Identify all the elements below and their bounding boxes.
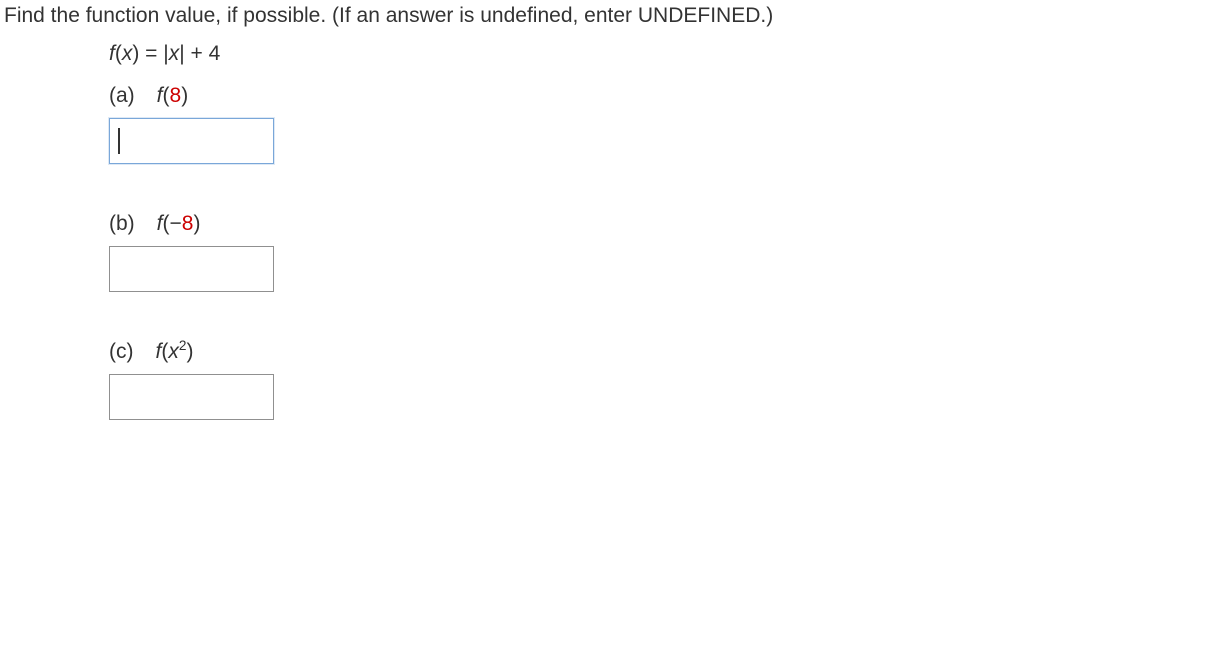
close-paren: )	[193, 212, 200, 235]
close-paren: )	[186, 340, 193, 363]
part-b-expression: f(−8)	[157, 212, 201, 236]
text-cursor	[118, 128, 120, 154]
minus-sign: −	[170, 212, 182, 235]
part-c-label: (c)	[109, 340, 134, 364]
part-b-answer-input[interactable]	[109, 246, 274, 292]
open-paren: (	[163, 84, 170, 107]
part-a-expression: f(8)	[157, 84, 189, 108]
open-paren: (	[163, 212, 170, 235]
function-definition: f(x) = |x| + 4	[109, 42, 1226, 66]
part-c-row: (c) f(x2)	[109, 340, 1226, 364]
instruction-text: Find the function value, if possible. (I…	[4, 4, 1226, 28]
part-b-label: (b)	[109, 212, 135, 236]
part-c-expression: f(x2)	[156, 340, 194, 364]
equals-abs-open: = |	[139, 42, 168, 65]
part-b-argument: 8	[182, 212, 194, 235]
abs-close-plus4: | + 4	[179, 42, 220, 65]
part-c-argument-base: x	[168, 340, 179, 363]
variable-x: x	[122, 42, 133, 65]
open-paren: (	[115, 42, 122, 65]
part-a-argument: 8	[170, 84, 182, 107]
close-paren: )	[181, 84, 188, 107]
part-b-row: (b) f(−8)	[109, 212, 1226, 236]
part-a-answer-input[interactable]	[109, 118, 274, 164]
part-a-row: (a) f(8)	[109, 84, 1226, 108]
part-a-label: (a)	[109, 84, 135, 108]
variable-x: x	[169, 42, 180, 65]
part-c-answer-input[interactable]	[109, 374, 274, 420]
